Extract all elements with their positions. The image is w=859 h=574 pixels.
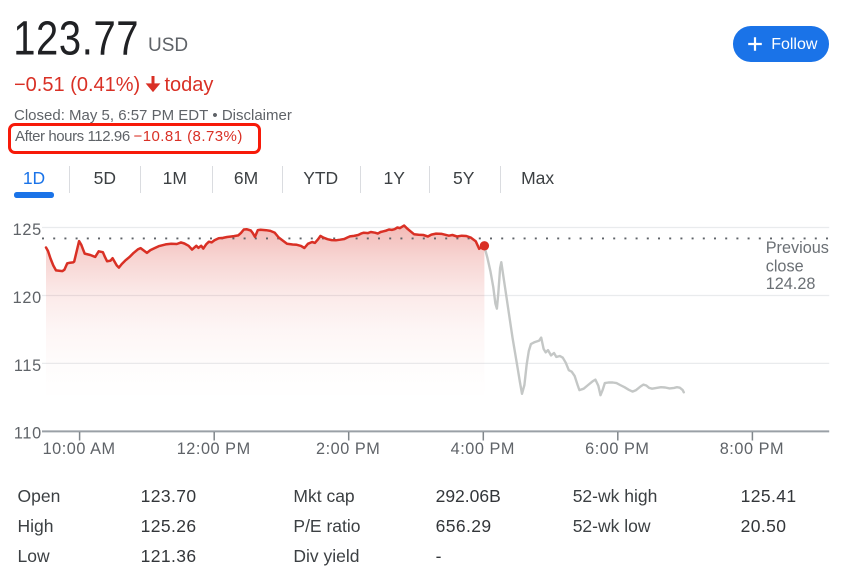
svg-text:115: 115 <box>14 357 42 375</box>
svg-text:8:00 PM: 8:00 PM <box>720 440 784 458</box>
svg-text:10:00 AM: 10:00 AM <box>43 440 116 458</box>
svg-text:12:00 PM: 12:00 PM <box>177 440 251 458</box>
svg-text:4:00 PM: 4:00 PM <box>451 440 515 458</box>
svg-text:110: 110 <box>14 425 42 443</box>
svg-text:124.28: 124.28 <box>766 275 816 293</box>
svg-text:120: 120 <box>13 289 42 307</box>
svg-text:Previous: Previous <box>766 239 829 257</box>
svg-text:125: 125 <box>13 221 42 239</box>
svg-text:2:00 PM: 2:00 PM <box>316 440 380 458</box>
svg-text:close: close <box>766 257 804 275</box>
svg-text:6:00 PM: 6:00 PM <box>585 440 649 458</box>
